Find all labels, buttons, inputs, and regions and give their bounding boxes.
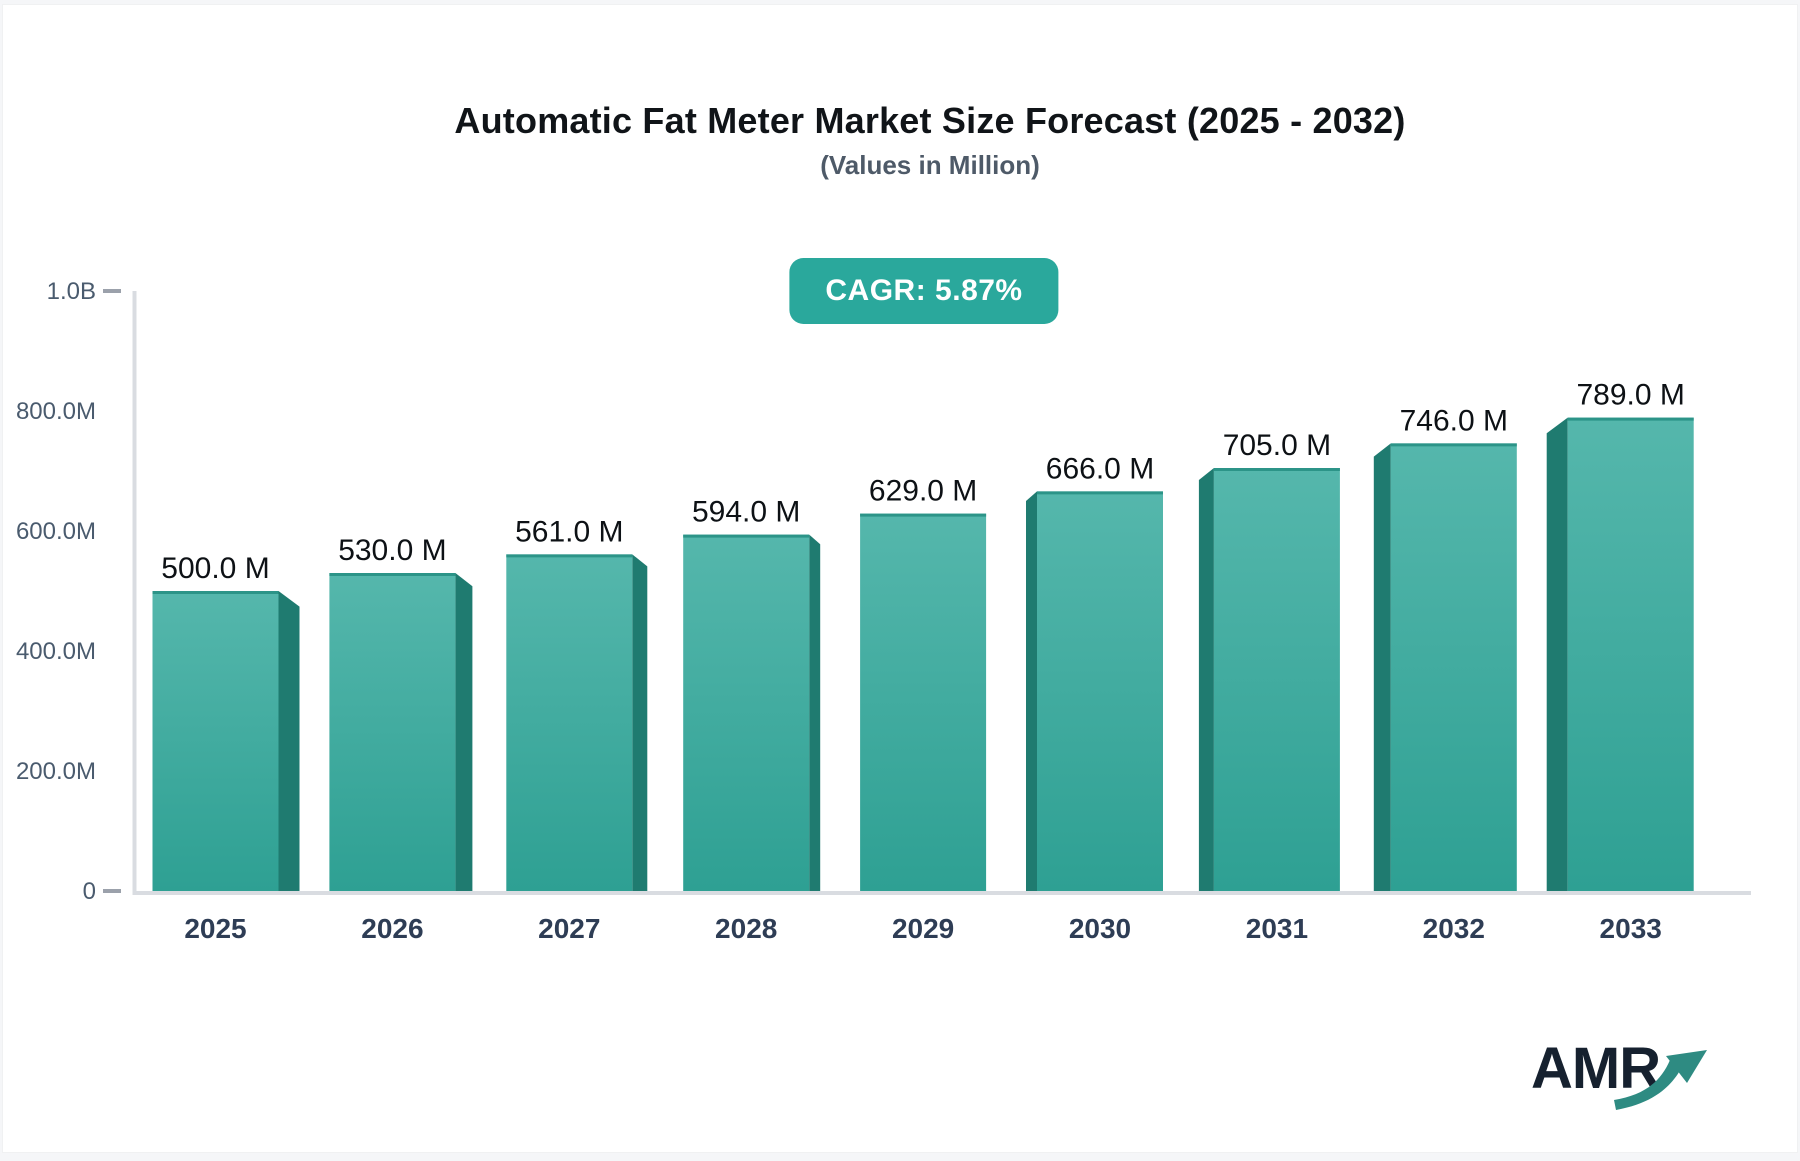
x-axis-label-2026: 2026: [361, 913, 423, 944]
bar-value-label: 746.0 M: [1400, 404, 1508, 437]
growth-arrow-icon: [1614, 1050, 1707, 1110]
bar-group-2030: 666.0 M 2030: [1026, 452, 1163, 944]
amr-logo: AMR: [1531, 1035, 1741, 1130]
x-axis-label-2029: 2029: [892, 913, 954, 944]
bar-value-label: 789.0 M: [1576, 379, 1684, 412]
bar-2029[interactable]: [860, 513, 987, 891]
chart-card: Automatic Fat Meter Market Size Forecast…: [2, 4, 1798, 1153]
x-axis-label-2032: 2032: [1423, 913, 1485, 944]
amr-logo-text: AMR: [1531, 1036, 1661, 1101]
bar-value-label: 666.0 M: [1046, 452, 1154, 485]
x-axis-label-2033: 2033: [1600, 913, 1662, 944]
bar-chart: 1.0B 800.0M 600.0M 400.0M 200.0M 0 500.0 M 2025…: [16, 278, 1751, 944]
bar-side-face: [278, 591, 300, 891]
x-axis-label-2028: 2028: [715, 913, 777, 944]
bar-value-label: 561.0 M: [515, 515, 623, 548]
bar-value-label: 705.0 M: [1223, 429, 1331, 462]
bar-2032[interactable]: [1390, 443, 1517, 891]
bar-2025[interactable]: [152, 591, 279, 891]
bar-side-face: [632, 554, 648, 891]
bar-2027[interactable]: [506, 554, 633, 891]
bar-group-2026: 530.0 M 2026: [329, 534, 473, 944]
y-axis-label: 600.0M: [16, 518, 96, 545]
y-axis-label: 400.0M: [16, 638, 96, 665]
bar-group-2028: 594.0 M 2028: [683, 496, 821, 944]
bar-value-label: 594.0 M: [692, 496, 800, 529]
bar-group-2032: 746.0 M 2032: [1373, 404, 1517, 944]
bar-side-face: [455, 573, 473, 891]
bar-group-2029: 629.0 M 2029: [860, 475, 987, 944]
bar-group-2027: 561.0 M 2027: [506, 515, 648, 944]
bar-value-label: 500.0 M: [161, 552, 269, 585]
y-axis-label: 0: [83, 878, 96, 905]
bar-2026[interactable]: [329, 573, 456, 891]
x-axis-label-2027: 2027: [538, 913, 600, 944]
y-axis-label: 1.0B: [47, 278, 96, 305]
bar-value-label: 530.0 M: [338, 534, 446, 567]
bar-2031[interactable]: [1213, 468, 1340, 891]
bar-2030[interactable]: [1037, 491, 1163, 891]
bar-side-face: [1373, 443, 1391, 891]
x-axis-label-2030: 2030: [1069, 913, 1131, 944]
bar-group-2031: 705.0 M 2031: [1198, 429, 1340, 944]
bar-side-face: [809, 534, 821, 891]
x-axis-label-2025: 2025: [184, 913, 246, 944]
bar-group-2033: 789.0 M 2033: [1546, 379, 1694, 944]
bar-side-face: [1026, 491, 1037, 891]
y-axis-label: 800.0M: [16, 398, 96, 425]
x-axis-label-2031: 2031: [1246, 913, 1308, 944]
cagr-badge: CAGR: 5.87%: [789, 258, 1059, 324]
bar-group-2025: 500.0 M 2025: [152, 552, 300, 944]
bar-side-face: [1546, 417, 1568, 891]
bar-value-label: 629.0 M: [869, 475, 977, 508]
bar-side-face: [1198, 468, 1214, 891]
bar-2033[interactable]: [1567, 417, 1694, 891]
bar-2028[interactable]: [683, 534, 810, 891]
y-axis-label: 200.0M: [16, 758, 96, 785]
